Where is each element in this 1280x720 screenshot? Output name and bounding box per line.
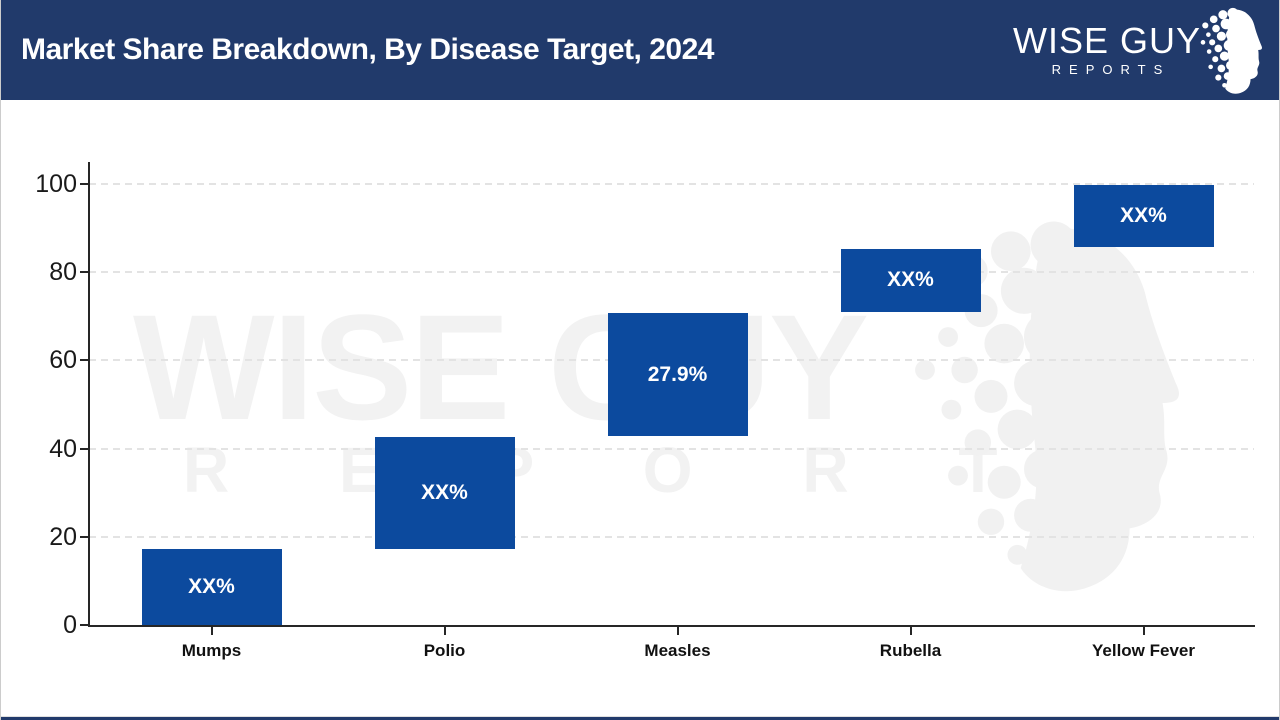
logo-subtitle: REPORTS [1051,62,1171,77]
bar-segment: XX% [840,248,981,312]
y-axis-tick [80,624,89,626]
wiseguy-logo: WISE GUY REPORTS [1013,4,1265,96]
bar-value-label: XX% [887,268,934,292]
y-axis-line [88,162,90,627]
x-category-label: Rubella [879,641,942,660]
bar-value-label: XX% [1120,204,1167,228]
y-tick-label: 20 [49,522,77,551]
bar-value-label: 27.9% [647,362,708,386]
y-tick-label: 60 [49,346,77,375]
x-category-label: Measles [644,641,711,660]
x-category-label: Yellow Fever [1092,641,1195,660]
y-axis-tick [80,183,89,185]
bar-segment: 27.9% [607,313,748,437]
y-tick-label: 80 [49,258,77,287]
x-axis-tick [909,627,912,635]
watermark-face-icon [915,221,1179,592]
y-axis-tick [80,271,89,274]
header-bar: Market Share Breakdown, By Disease Targe… [1,0,1279,100]
bar-segment: XX% [141,549,282,625]
bar-segment: XX% [1073,184,1214,248]
logo-wordmark: WISE GUY [1012,20,1201,61]
x-axis-tick [1142,627,1145,635]
gridline [89,271,1254,274]
y-axis-tick [80,535,89,538]
x-axis-line [88,625,1255,627]
y-tick-label: 40 [49,434,77,463]
gridline [89,535,1254,538]
y-tick-label: 0 [63,611,77,639]
bar-segment: XX% [374,436,515,550]
y-tick-label: 100 [35,170,77,198]
bar-value-label: XX% [188,575,235,599]
bar-value-label: XX% [421,480,468,504]
x-axis-tick [443,627,446,635]
x-axis-tick [210,627,213,635]
wiseguy-face-icon [1200,7,1263,94]
x-axis-tick [676,627,679,635]
x-category-label: Mumps [181,641,242,660]
wiseguy-logo-text: WISE GUY REPORTS [1012,20,1201,78]
x-category-label: Polio [423,641,466,660]
page-title: Market Share Breakdown, By Disease Targe… [21,33,714,66]
gridline [89,447,1254,450]
footer-accent-bar [1,716,1279,720]
y-axis-tick [80,447,89,450]
gridline [89,183,1254,185]
y-axis-tick [80,359,89,362]
waterfall-chart: 0 20 40 60 80 100 XX% Mumps XX% Polio 27.9% Measles… [35,162,1255,660]
